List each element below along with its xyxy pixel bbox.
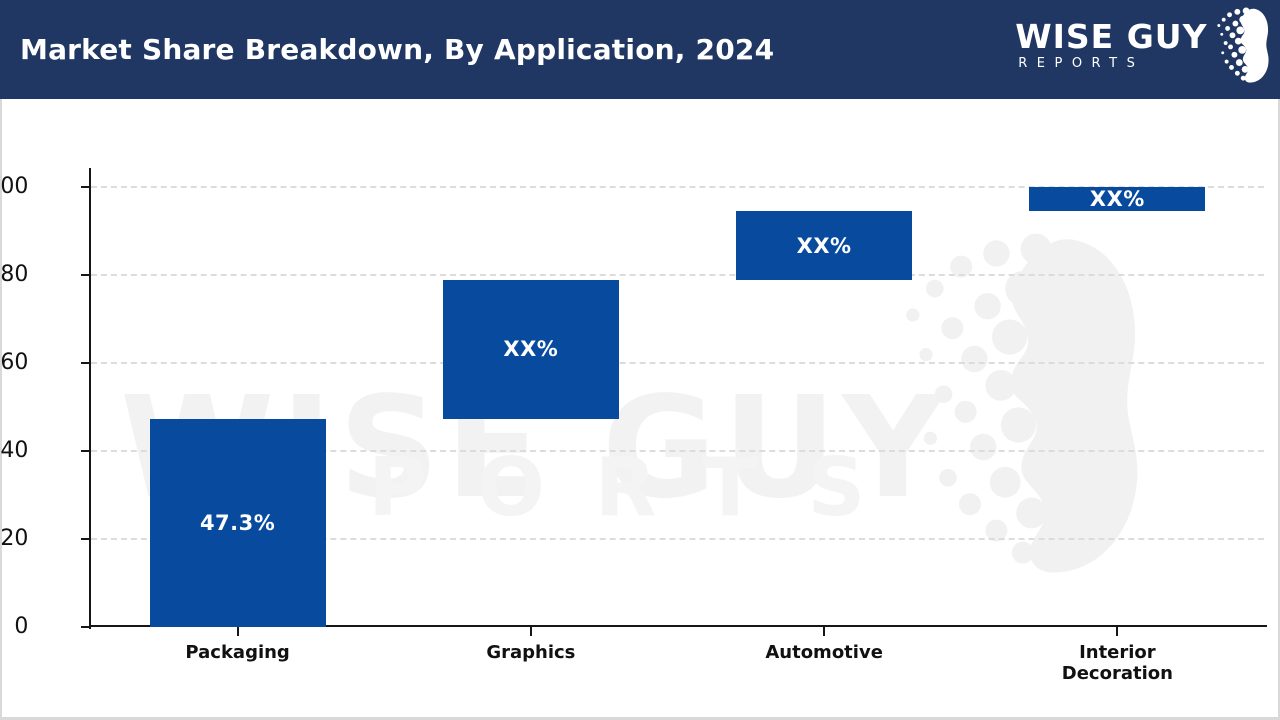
y-tick-mark xyxy=(81,450,89,452)
x-tick-mark xyxy=(236,627,239,636)
x-tick-label-automotive: Automotive xyxy=(765,642,883,663)
plot-area: 0 20 40 60 80 100 47.3% Packaging XX% Graphics XX%… xyxy=(0,165,1267,684)
bar-automotive: XX% xyxy=(736,211,913,280)
gridline-100 xyxy=(91,186,1264,188)
page-title: Market Share Breakdown, By Application, … xyxy=(20,33,775,66)
gridline-60 xyxy=(91,362,1264,364)
bar-interior-decoration: XX% xyxy=(1029,187,1206,212)
y-tick-label: 0 xyxy=(14,614,29,639)
x-tick-mark xyxy=(823,627,826,636)
gridline-80 xyxy=(91,274,1264,276)
x-tick-mark xyxy=(1116,627,1119,636)
y-tick-mark xyxy=(81,186,89,188)
bar-value-label: 47.3% xyxy=(199,510,276,535)
bar-graphics: XX% xyxy=(442,279,619,419)
x-tick-label-interior-decoration: Interior Decoration xyxy=(1061,642,1173,684)
brand-name: WISE GUY xyxy=(1015,16,1208,56)
x-axis xyxy=(89,625,1267,627)
x-tick-label-packaging: Packaging xyxy=(185,642,290,663)
y-tick-label: 100 xyxy=(0,174,29,199)
y-tick-mark xyxy=(81,362,89,364)
bar-packaging: 47.3% xyxy=(149,418,326,627)
y-tick-mark xyxy=(81,538,89,540)
x-tick-mark xyxy=(529,627,532,636)
brand-logo-text: WISE GUY REPORTS xyxy=(1015,20,1207,71)
brand-subname: REPORTS xyxy=(1018,55,1145,71)
y-axis xyxy=(89,168,91,629)
face-logo-icon xyxy=(1216,7,1269,83)
bar-value-label: XX% xyxy=(503,337,559,362)
y-tick-mark xyxy=(81,274,89,276)
y-tick-label: 80 xyxy=(0,262,29,287)
y-tick-label: 60 xyxy=(0,350,29,375)
bar-value-label: XX% xyxy=(796,233,852,258)
y-tick-mark xyxy=(81,626,89,628)
brand-logo: WISE GUY REPORTS xyxy=(1015,6,1270,84)
bar-value-label: XX% xyxy=(1089,187,1145,212)
gridline-40 xyxy=(91,450,1264,452)
header-bar: Market Share Breakdown, By Application, … xyxy=(0,0,1280,99)
y-tick-label: 40 xyxy=(0,438,29,463)
x-tick-label-graphics: Graphics xyxy=(486,642,576,663)
y-tick-label: 20 xyxy=(0,526,29,551)
gridline-20 xyxy=(91,538,1264,540)
